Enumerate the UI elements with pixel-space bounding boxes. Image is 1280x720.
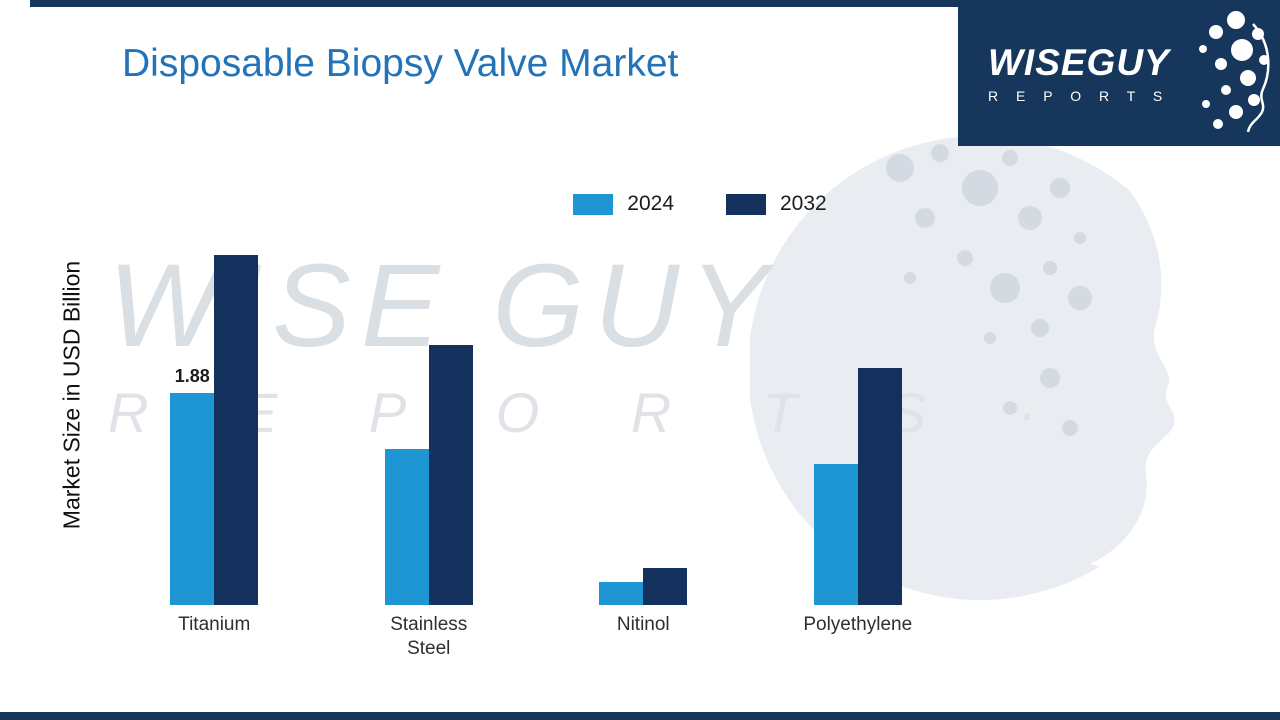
bar-2032-titanium: [214, 255, 259, 605]
bar-groups: 1.88 Titanium Stainless Steel Nitinol Polyet…: [107, 230, 966, 659]
bar-chart: 1.88 Titanium Stainless Steel Nitinol Polyet…: [107, 230, 966, 659]
bottom-strip: [0, 712, 1280, 720]
top-strip: [30, 0, 1280, 7]
brand-subtitle: R E P O R T S: [988, 88, 1170, 104]
brand-name: WISEGUY: [988, 42, 1170, 83]
bar-group-titanium: 1.88 Titanium: [107, 230, 322, 635]
legend-swatch-2024: [573, 193, 614, 215]
legend-item-2024: 2024: [573, 192, 674, 216]
bar-2032-nitinol: [643, 568, 688, 605]
bar-2024-nitinol: [599, 582, 644, 605]
bar-2024-titanium: 1.88: [170, 366, 215, 605]
legend-swatch-2032: [726, 193, 766, 215]
category-label-stainless-steel: Stainless Steel: [390, 614, 468, 659]
brand-logo: WISEGUY R E P O R T S: [958, 0, 1280, 146]
brand-text: WISEGUY R E P O R T S: [958, 42, 1170, 104]
page-title: Disposable Biopsy Valve Market: [122, 42, 679, 85]
y-axis-label: Market Size in USD Billion: [58, 260, 85, 530]
legend-label: 2032: [780, 192, 827, 215]
category-label-nitinol: Nitinol: [616, 614, 670, 635]
category-label-titanium: Titanium: [178, 614, 251, 635]
bar-group-nitinol: Nitinol: [536, 230, 751, 635]
brand-head-icon: [1199, 11, 1270, 133]
bar-2032-stainless-steel: [428, 345, 473, 605]
bar-group-stainless-steel: Stainless Steel: [322, 230, 537, 659]
bar-value-label: 1.88: [174, 366, 210, 386]
bar-2032-polyethylene: [857, 368, 902, 605]
category-label-polyethylene: Polyethylene: [803, 614, 913, 635]
legend: 2024 2032: [120, 192, 1280, 216]
bar-2024-polyethylene: [813, 464, 858, 605]
bar-2024-stainless-steel: [384, 449, 429, 605]
bar-group-polyethylene: Polyethylene: [751, 230, 966, 635]
legend-item-2032: 2032: [726, 192, 827, 216]
legend-label: 2024: [627, 192, 674, 215]
